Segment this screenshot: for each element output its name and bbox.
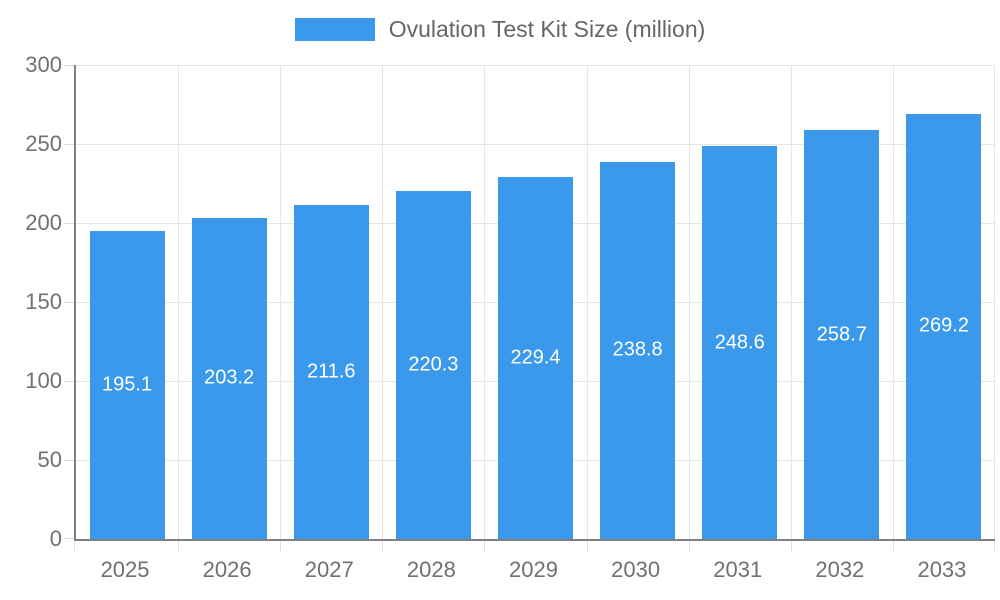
x-axis-tick <box>178 541 179 551</box>
bar-2033: 269.2 <box>906 113 982 539</box>
y-axis-tick-label: 100 <box>25 368 62 393</box>
y-axis-tick <box>64 302 74 303</box>
x-axis-tick-label: 2026 <box>202 557 252 582</box>
bar-value-label: 248.6 <box>714 331 765 354</box>
gridline-vertical <box>280 65 281 539</box>
y-axis-tick <box>64 460 74 461</box>
y-axis-tick <box>64 381 74 382</box>
bar-value-label: 269.2 <box>918 314 969 337</box>
plot-area: 195.1 203.2 211.6 220.3 229.4 238.8 248.6 258.7… <box>64 65 995 551</box>
legend-swatch <box>294 18 375 41</box>
x-axis-tick <box>382 541 383 551</box>
x-axis-tick <box>689 541 690 551</box>
gridline-vertical <box>178 65 179 539</box>
gridline-vertical <box>382 65 383 539</box>
bar-2031: 248.6 <box>702 146 778 539</box>
y-axis-tick-label: 0 <box>49 526 62 551</box>
x-axis-tick-label: 2030 <box>611 557 661 582</box>
x-axis-tick <box>587 541 588 551</box>
gridline-vertical <box>484 65 485 539</box>
x-axis-tick-label: 2031 <box>713 557 763 582</box>
bar-2025: 195.1 <box>89 230 165 539</box>
bar-value-label: 238.8 <box>612 338 663 361</box>
bar-2032: 258.7 <box>804 130 880 539</box>
gridline-vertical <box>791 65 792 539</box>
bar-2028: 220.3 <box>395 190 471 539</box>
legend-label: Ovulation Test Kit Size (million) <box>388 16 706 42</box>
x-axis-tick-label: 2027 <box>304 557 354 582</box>
y-axis-tick <box>64 223 74 224</box>
y-axis-tick <box>64 144 74 145</box>
gridline-horizontal <box>76 144 995 145</box>
bar-2030: 238.8 <box>600 161 676 539</box>
gridline-vertical <box>893 65 894 539</box>
x-axis-tick <box>484 541 485 551</box>
y-axis-tick-label: 150 <box>25 289 62 314</box>
x-axis-tick <box>994 541 995 551</box>
y-axis-tick-label: 300 <box>25 52 62 77</box>
bar-value-label: 195.1 <box>102 373 153 396</box>
x-axis-tick-label: 2033 <box>917 557 967 582</box>
x-axis-tick <box>791 541 792 551</box>
gridline-vertical <box>994 65 995 539</box>
bar-2027: 211.6 <box>293 204 369 539</box>
y-axis-tick-label: 250 <box>25 131 62 156</box>
bar-2026: 203.2 <box>191 217 267 539</box>
y-axis-tick-label: 200 <box>25 210 62 235</box>
bar-2029: 229.4 <box>498 176 573 539</box>
x-axis-tick <box>893 541 894 551</box>
x-axis-tick <box>280 541 281 551</box>
y-axis-tick <box>64 538 74 539</box>
legend[interactable]: Ovulation Test Kit Size (million) <box>0 16 1000 43</box>
gridline-vertical <box>689 65 690 539</box>
y-axis-tick-label: 50 <box>37 447 62 472</box>
x-axis-tick <box>74 541 75 551</box>
y-axis-tick <box>64 65 74 66</box>
gridline-horizontal <box>76 65 995 66</box>
bar-value-label: 220.3 <box>408 353 459 376</box>
x-axis-tick-label: 2029 <box>509 557 558 582</box>
gridline-vertical <box>587 65 588 539</box>
x-axis-tick-label: 2028 <box>406 557 456 582</box>
x-axis-tick-label: 2025 <box>100 557 150 582</box>
bar-value-label: 211.6 <box>306 360 356 383</box>
bar-value-label: 229.4 <box>510 346 561 369</box>
x-axis-tick-label: 2032 <box>815 557 865 582</box>
bar-value-label: 203.2 <box>204 366 255 389</box>
bar-value-label: 258.7 <box>816 323 867 346</box>
